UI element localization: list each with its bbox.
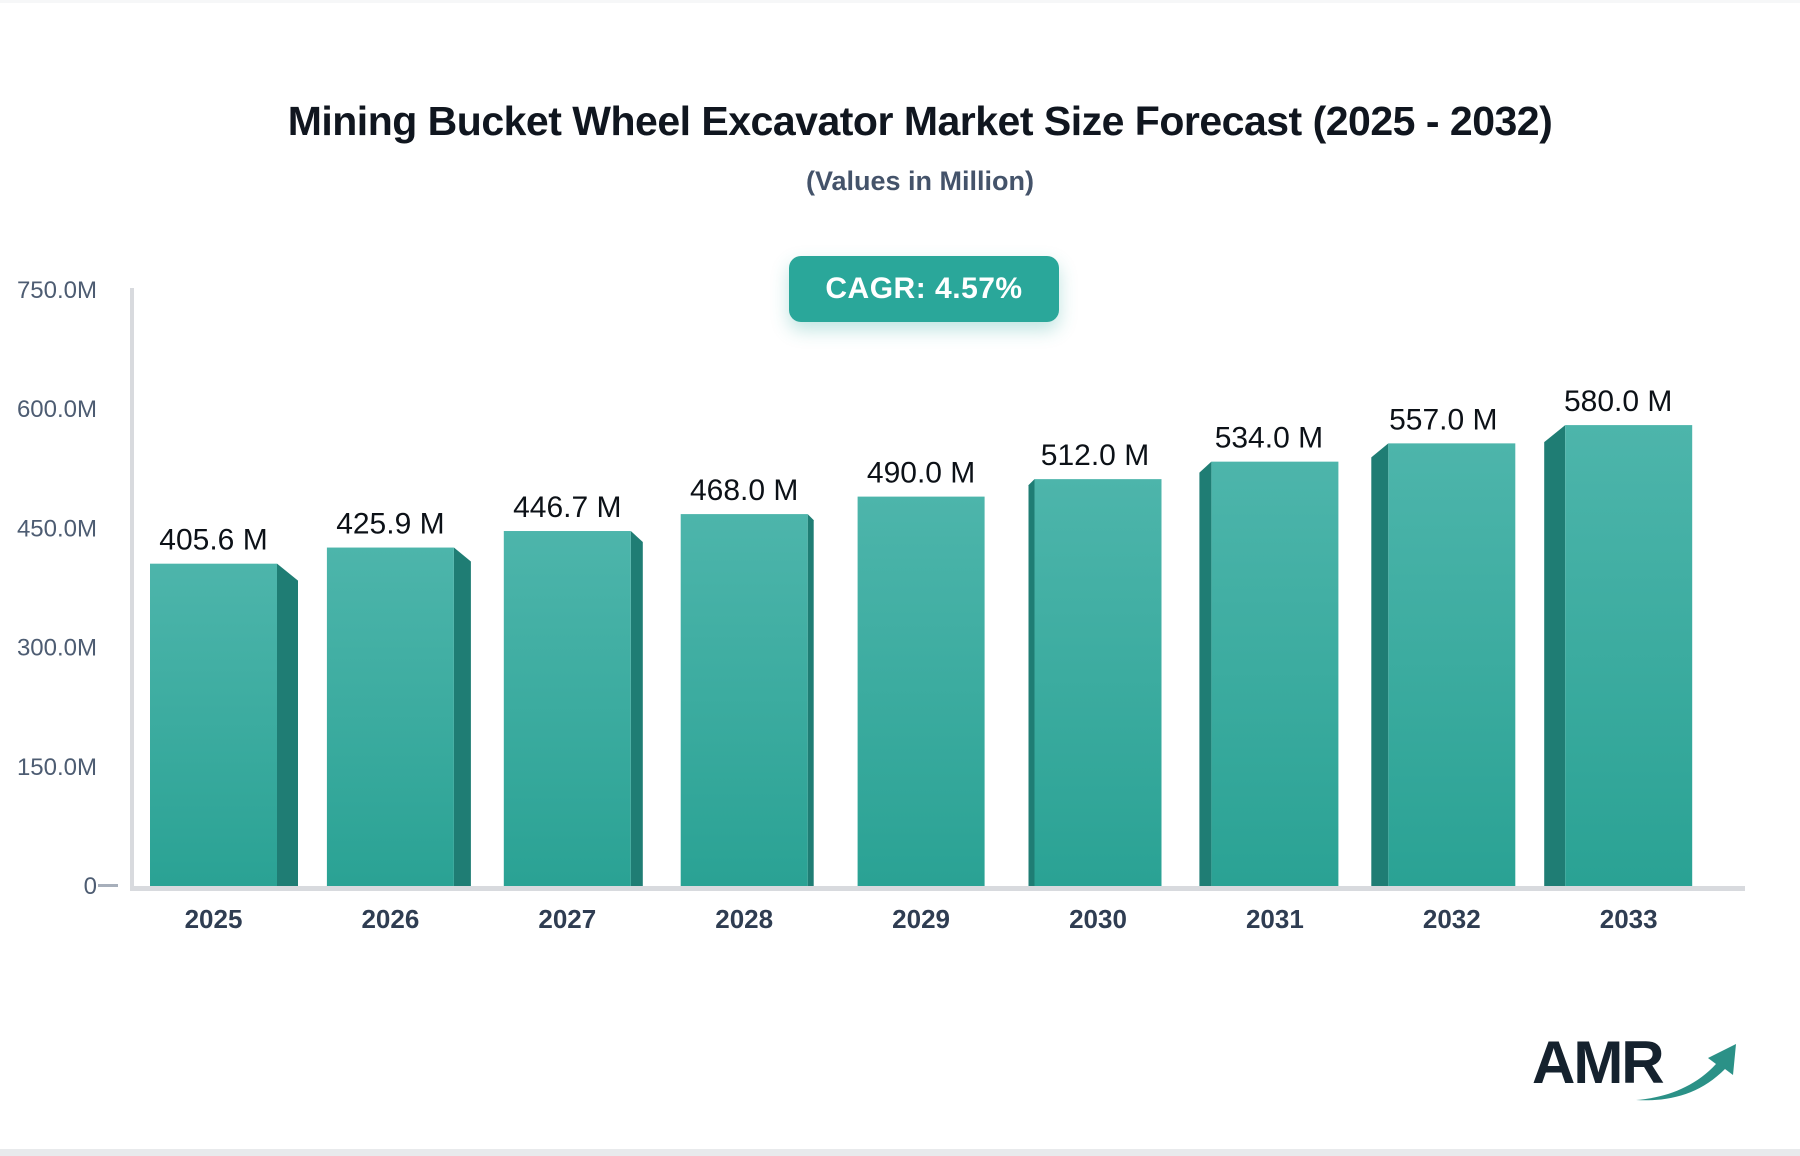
bar-side-face [1028,479,1035,886]
y-tick-label: 150.0M [17,754,97,781]
x-tick-label-2031: 2031 [1246,904,1304,934]
bar-front-face [1565,425,1693,886]
chart-title: Mining Bucket Wheel Excavator Market Siz… [287,98,1553,144]
y-tick-label: 600.0M [17,396,97,423]
bar-side-face [453,547,471,886]
y-axis-line [130,288,134,891]
bar-2030[interactable]: 512.0 M [1028,439,1162,886]
x-tick-label-2027: 2027 [538,904,596,934]
bar-side-face [1199,461,1212,886]
bar-value-label: 534.0 M [1215,422,1323,455]
bar-value-label: 490.0 M [867,457,975,490]
bar-side-face [1544,425,1566,886]
top-edge-divider [0,0,1800,3]
bar-2031[interactable]: 534.0 M [1199,422,1339,886]
x-axis-baseline [130,886,1745,891]
bar-2032[interactable]: 557.0 M [1371,403,1516,886]
bar-value-label: 446.7 M [513,491,621,524]
bar-value-label: 425.9 M [336,508,444,541]
y-tick-label: 450.0M [17,515,97,542]
x-tick-label-2033: 2033 [1600,904,1658,934]
bar-front-face [503,531,631,886]
bar-side-face [277,563,298,886]
bottom-edge-divider [0,1149,1800,1156]
bar-value-label: 557.0 M [1389,403,1497,436]
bar-value-label: 580.0 M [1564,385,1672,418]
x-tick-label-2030: 2030 [1069,904,1127,934]
chart-subtitle: (Values in Million) [805,166,1035,196]
y-tick-label: 0 [84,873,97,900]
x-tick-label-2029: 2029 [892,904,950,934]
bar-2029[interactable]: 490.0 M [857,457,985,886]
bar-value-label: 468.0 M [690,474,798,507]
bar-side-face [807,514,814,886]
bar-front-face [326,547,454,886]
bar-front-face [150,563,277,886]
amr-logo-text: AMR [1532,1029,1665,1096]
bar-side-face [630,531,643,886]
bar-2033[interactable]: 580.0 M [1544,385,1693,886]
bar-front-face [1211,461,1339,886]
bar-front-face [680,514,808,886]
bar-2027[interactable]: 446.7 M [503,491,643,886]
amr-logo: AMR [1532,1032,1742,1112]
bar-2026[interactable]: 425.9 M [326,508,471,886]
zero-tick-mark [98,884,118,887]
bar-front-face [1388,443,1516,886]
bar-2025[interactable]: 405.6 M [150,524,298,886]
bar-front-face [1034,479,1162,886]
bar-value-label: 405.6 M [159,524,267,557]
bar-front-face [857,496,985,886]
x-tick-label-2026: 2026 [361,904,419,934]
bar-value-label: 512.0 M [1041,439,1149,472]
x-tick-label-2025: 2025 [185,904,243,934]
y-tick-label: 300.0M [17,635,97,662]
cagr-badge: CAGR: 4.57% [789,256,1059,322]
x-tick-label-2028: 2028 [715,904,773,934]
bar-2028[interactable]: 468.0 M [680,474,814,886]
bar-side-face [1371,443,1389,886]
y-tick-label: 750.0M [17,277,97,304]
x-tick-label-2032: 2032 [1423,904,1481,934]
growth-arrow-icon [1636,1044,1736,1101]
